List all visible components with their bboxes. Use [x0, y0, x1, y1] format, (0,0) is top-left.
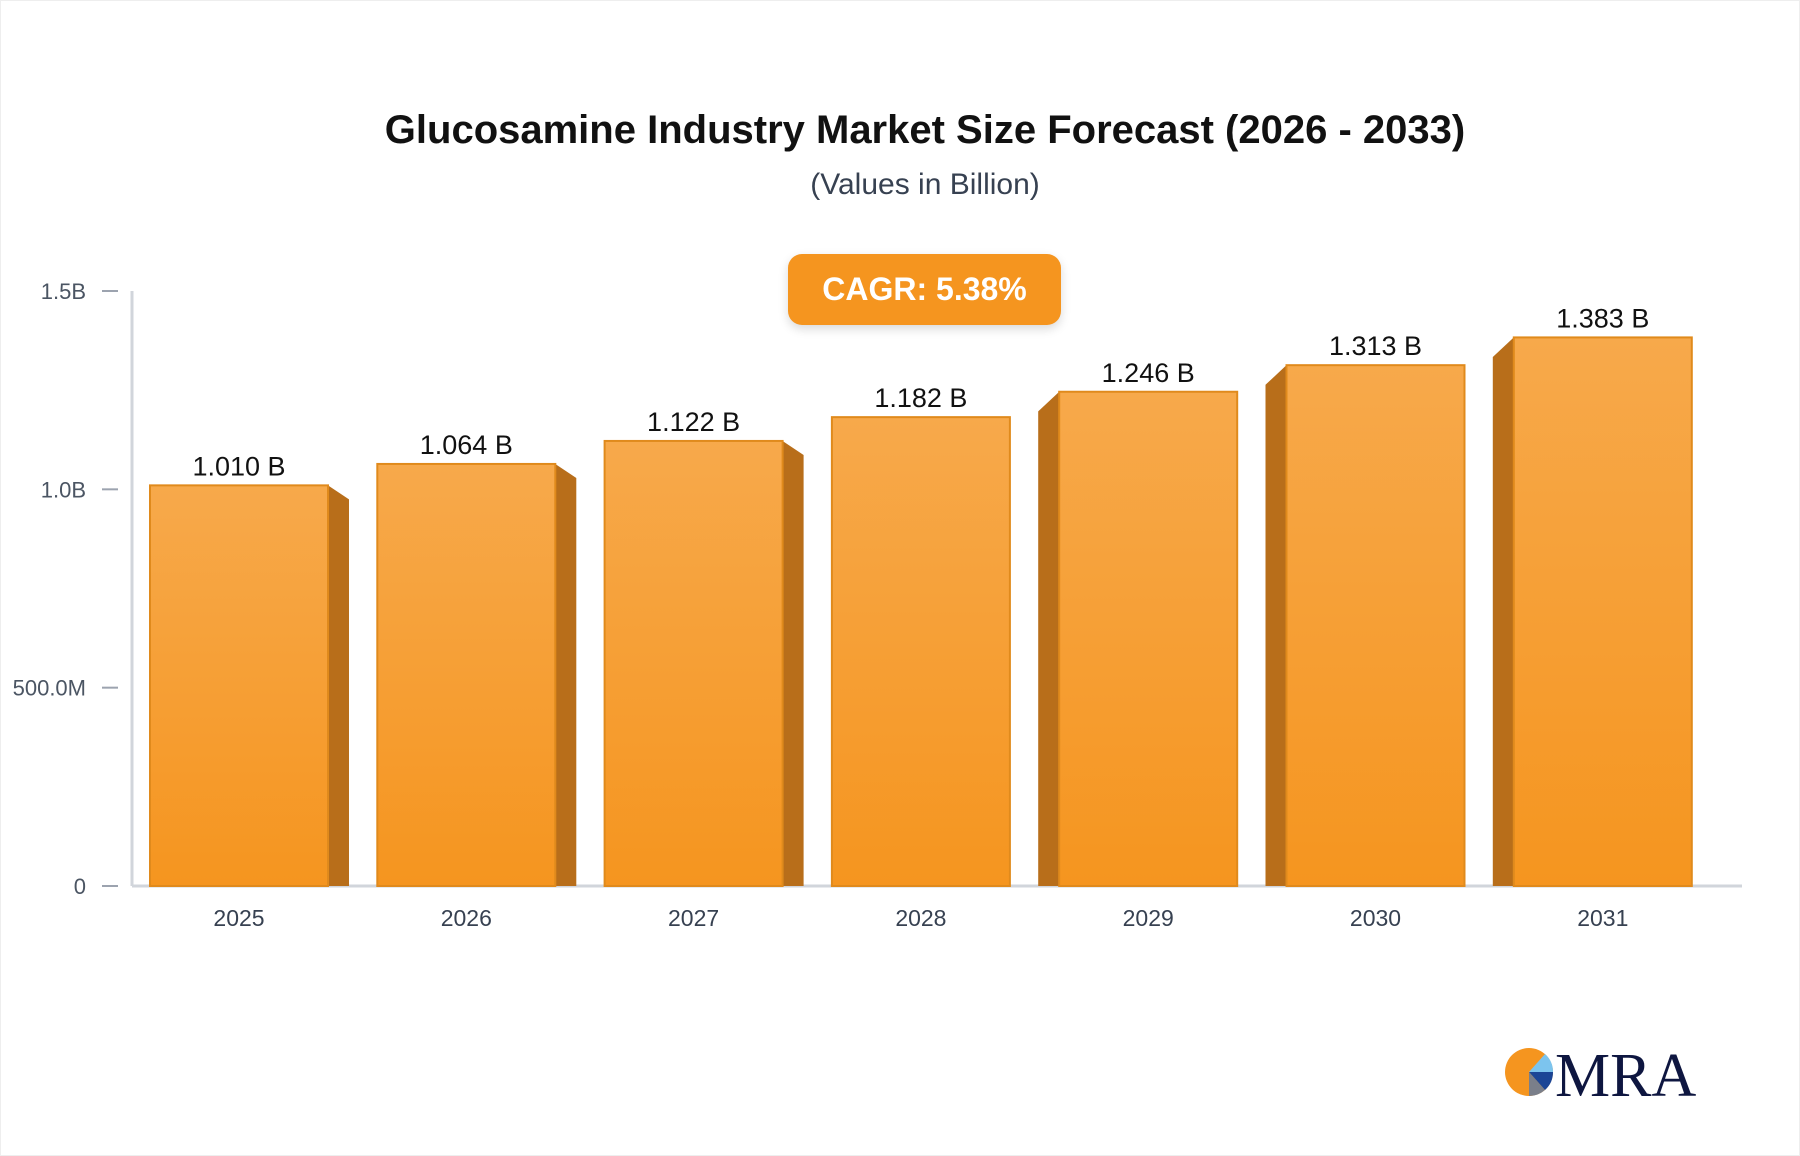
bar-side [782, 440, 804, 886]
data-label: 1.313 B [1329, 331, 1422, 361]
bar-2026 [376, 462, 557, 887]
data-label: 1.383 B [1556, 303, 1649, 333]
data-label: 1.246 B [1102, 358, 1195, 388]
bar-side [1265, 365, 1287, 887]
bar-side [555, 463, 577, 886]
data-label: 1.064 B [420, 430, 513, 460]
cagr-badge: CAGR: 5.38% [788, 254, 1061, 325]
x-tick-label: 2026 [441, 905, 492, 931]
x-tick-label: 2029 [1123, 905, 1174, 931]
bar-side [1038, 391, 1060, 886]
bar-2030 [1285, 364, 1466, 887]
data-label: 1.010 B [192, 451, 285, 481]
y-tick-label: 0 [74, 874, 86, 899]
bar-2025 [149, 484, 329, 887]
chart-subtitle: (Values in Billion) [810, 168, 1040, 201]
x-tick-label: 2028 [895, 905, 946, 931]
x-tick-label: 2030 [1350, 905, 1401, 931]
x-tick-label: 2031 [1577, 905, 1628, 931]
y-tick-label: 1.5B [41, 279, 86, 304]
x-tick-label: 2027 [668, 905, 719, 931]
x-tick-label: 2025 [213, 905, 264, 931]
chart-title: Glucosamine Industry Market Size Forecas… [384, 108, 1466, 152]
logo-text: MRA [1555, 1042, 1696, 1100]
bar-side [1492, 337, 1514, 886]
bar-2027 [603, 439, 784, 887]
mra-logo: MRA [1505, 1040, 1705, 1110]
bar-2028 [830, 416, 1011, 887]
data-label: 1.182 B [874, 383, 967, 413]
bar-2029 [1058, 390, 1239, 887]
data-label: 1.122 B [647, 407, 740, 437]
bar-side [328, 485, 349, 886]
y-tick-label: 1.0B [41, 477, 86, 502]
bar-2031 [1512, 336, 1693, 888]
y-tick-label: 500.0M [13, 676, 86, 701]
